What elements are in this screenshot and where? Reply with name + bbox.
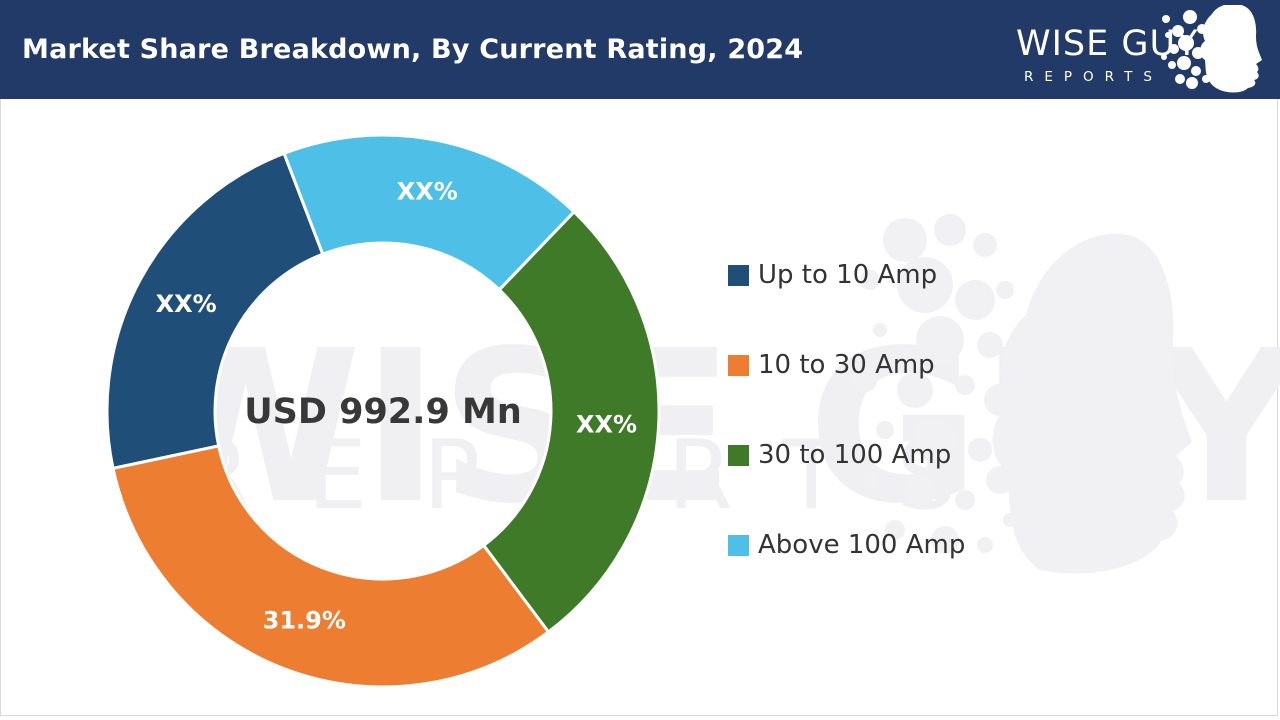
logo-head-icon [1200, 5, 1262, 93]
legend-item: 30 to 100 Amp [728, 440, 965, 470]
legend-label: Up to 10 Amp [758, 260, 938, 290]
legend-label: Above 100 Amp [758, 530, 966, 560]
watermark-head-icon [992, 233, 1192, 574]
wise-guy-reports-logo: WISE GUY REPORTS [1016, 5, 1262, 93]
legend-swatch [728, 444, 749, 466]
donut-slice [282, 133, 577, 292]
slice-percent-label: XX% [576, 411, 637, 439]
donut-slice [111, 444, 551, 689]
legend-item: Up to 10 Amp [728, 260, 965, 290]
content-frame [0, 99, 1278, 716]
donut-slices [105, 133, 661, 689]
donut-center-value: USD 992.9 Mn [244, 392, 522, 432]
legend-swatch [728, 534, 749, 556]
donut-slice [105, 151, 325, 471]
legend-label: 10 to 30 Amp [758, 350, 935, 380]
legend-item: 10 to 30 Amp [728, 350, 965, 380]
chart-legend: Up to 10 Amp 10 to 30 Amp 30 to 100 Amp Abo… [728, 260, 965, 560]
legend-swatch [728, 264, 749, 286]
donut-slice [481, 209, 661, 634]
slice-percent-label: 31.9% [263, 607, 346, 635]
logo-text-reports: REPORTS [1024, 69, 1163, 85]
logo-text-brand: WISE GUY [1016, 24, 1199, 64]
page-title: Market Share Breakdown, By Current Ratin… [22, 34, 804, 65]
slice-labels: XX% 31.9% XX% XX% [156, 177, 638, 634]
legend-swatch [728, 354, 749, 376]
slice-percent-label: XX% [397, 177, 458, 205]
slice-percent-label: XX% [156, 290, 217, 318]
legend-label: 30 to 100 Amp [758, 440, 952, 470]
header-bar: Market Share Breakdown, By Current Ratin… [0, 0, 1280, 99]
legend-item: Above 100 Amp [728, 530, 965, 560]
